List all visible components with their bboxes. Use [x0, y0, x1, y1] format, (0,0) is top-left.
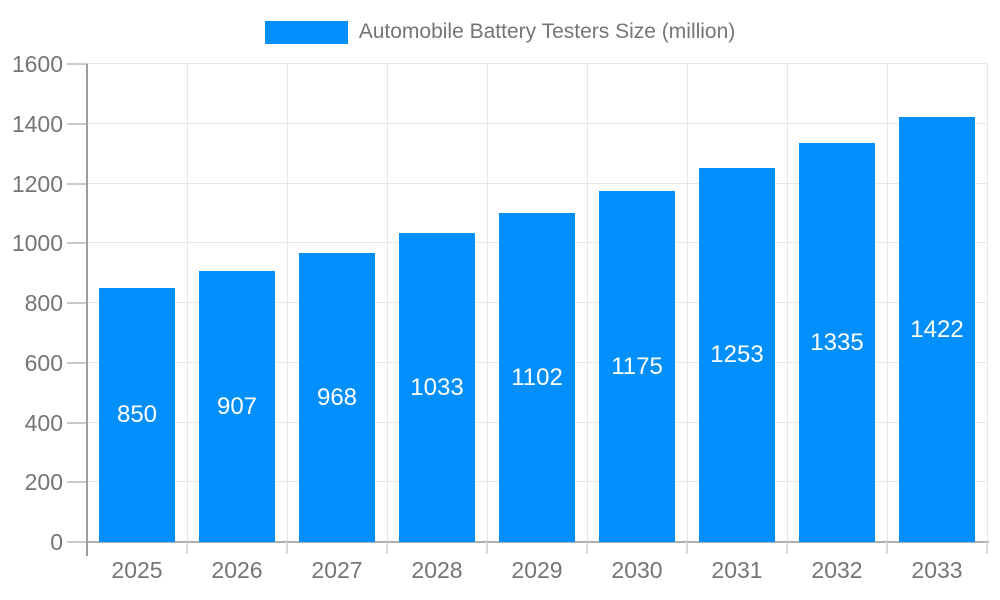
x-tick: [886, 542, 888, 554]
bar: 1033: [399, 233, 475, 542]
bar-value-label: 907: [216, 392, 258, 420]
legend: Automobile Battery Testers Size (million…: [0, 20, 1000, 44]
y-axis-label: 800: [24, 290, 63, 316]
y-axis-line: [86, 64, 88, 556]
x-tick: [786, 542, 788, 554]
x-axis-label: 2031: [711, 557, 763, 583]
x-tick: [486, 542, 488, 554]
y-tick: [67, 481, 87, 484]
x-baseline: [87, 541, 989, 543]
bar-value-label: 1253: [710, 341, 764, 368]
x-gridline: [587, 64, 588, 542]
bar: 1175: [599, 191, 675, 542]
x-tick: [386, 542, 388, 554]
y-tick: [67, 182, 87, 185]
y-axis-label: 1400: [11, 110, 63, 137]
y-tick: [67, 361, 87, 364]
x-axis-label: 2029: [511, 557, 563, 583]
bar: 1335: [799, 143, 875, 542]
x-axis-label: 2026: [211, 557, 263, 583]
x-tick: [986, 542, 988, 554]
x-tick: [186, 542, 188, 554]
x-gridline: [187, 64, 188, 542]
y-axis-label: 1200: [11, 170, 63, 197]
x-axis-label: 2030: [611, 557, 663, 583]
y-tick: [67, 122, 87, 125]
bar: 907: [199, 271, 275, 542]
y-axis-label: 1600: [11, 51, 63, 77]
bar-value-label: 850: [116, 401, 158, 428]
x-gridline: [787, 64, 788, 542]
x-axis-label: 2033: [911, 557, 963, 583]
y-tick: [67, 541, 87, 543]
y-gridline: [87, 122, 987, 124]
y-axis-label: 400: [24, 409, 63, 436]
x-axis-label: 2025: [111, 557, 163, 583]
y-tick: [67, 63, 87, 65]
bar-value-label: 1175: [611, 352, 663, 380]
x-gridline: [287, 64, 288, 542]
legend-swatch-icon: [264, 20, 348, 44]
bar: 1102: [499, 213, 575, 542]
bar: 1253: [699, 168, 775, 542]
x-tick: [586, 542, 588, 554]
y-axis-label: 1000: [11, 230, 63, 257]
bar: 850: [99, 288, 175, 542]
x-tick: [286, 542, 288, 554]
bar: 968: [299, 253, 375, 542]
y-gridline: [87, 63, 987, 64]
bar-value-label: 1335: [810, 328, 864, 356]
bar-value-label: 1102: [511, 363, 563, 391]
x-gridline: [487, 64, 488, 542]
x-gridline: [687, 64, 688, 542]
y-tick: [67, 242, 87, 245]
y-tick: [67, 421, 87, 424]
x-gridline: [887, 64, 888, 542]
x-axis-label: 2027: [311, 557, 363, 583]
legend-label: Automobile Battery Testers Size (million…: [358, 20, 736, 43]
bar-value-label: 1033: [410, 373, 464, 401]
x-tick: [686, 542, 688, 554]
y-axis-label: 0: [50, 529, 63, 555]
bar: 1422: [899, 117, 975, 542]
bar-value-label: 1422: [910, 315, 964, 343]
bar-value-label: 968: [316, 383, 358, 411]
y-gridline: [87, 182, 987, 184]
x-gridline: [387, 64, 388, 542]
x-axis-label: 2032: [811, 557, 863, 583]
y-tick: [67, 302, 87, 304]
x-gridline: [987, 64, 988, 542]
y-axis-label: 200: [24, 469, 63, 496]
x-axis-label: 2028: [411, 557, 463, 583]
y-axis-label: 600: [24, 349, 63, 376]
